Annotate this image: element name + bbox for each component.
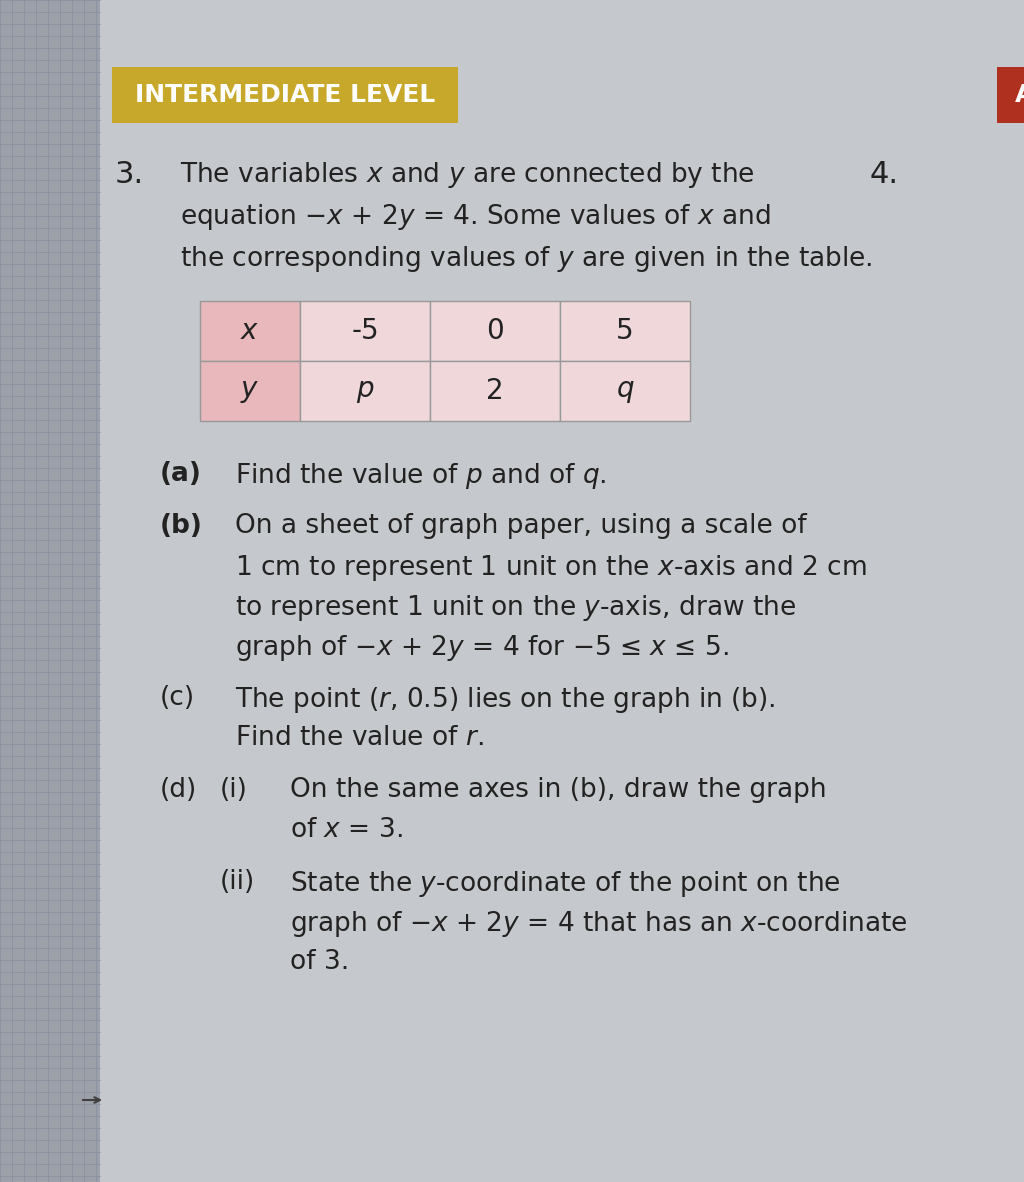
Text: $x$: $x$ [241, 317, 260, 345]
Text: On the same axes in (b), draw the graph: On the same axes in (b), draw the graph [290, 777, 826, 803]
Text: graph of −$x$ + 2$y$ = 4 that has an $x$-coordinate: graph of −$x$ + 2$y$ = 4 that has an $x$… [290, 909, 907, 939]
Text: Find the value of $p$ and of $q$.: Find the value of $p$ and of $q$. [234, 461, 606, 491]
Text: to represent 1 unit on the $y$-axis, draw the: to represent 1 unit on the $y$-axis, dra… [234, 593, 796, 623]
FancyBboxPatch shape [430, 301, 560, 361]
Text: 5: 5 [616, 317, 634, 345]
Text: equation −$x$ + 2$y$ = 4. Some values of $x$ and: equation −$x$ + 2$y$ = 4. Some values of… [180, 202, 770, 232]
FancyBboxPatch shape [997, 67, 1024, 123]
FancyBboxPatch shape [112, 67, 458, 123]
Text: (c): (c) [160, 686, 196, 712]
Text: ADV: ADV [1015, 83, 1024, 108]
Text: (ii): (ii) [220, 869, 255, 895]
Text: (b): (b) [160, 513, 203, 539]
Text: The point ($r$, 0.5) lies on the graph in (b).: The point ($r$, 0.5) lies on the graph i… [234, 686, 775, 715]
Text: 0: 0 [486, 317, 504, 345]
Text: The variables $x$ and $y$ are connected by the: The variables $x$ and $y$ are connected … [180, 160, 755, 190]
Text: (d): (d) [160, 777, 198, 803]
Text: (i): (i) [220, 777, 248, 803]
FancyBboxPatch shape [300, 361, 430, 421]
Text: 3.: 3. [115, 160, 144, 189]
Text: 4.: 4. [870, 160, 899, 189]
Text: 1 cm to represent 1 unit on the $x$-axis and 2 cm: 1 cm to represent 1 unit on the $x$-axis… [234, 553, 867, 583]
Text: the corresponding values of $y$ are given in the table.: the corresponding values of $y$ are give… [180, 243, 872, 274]
FancyBboxPatch shape [560, 361, 690, 421]
Text: of 3.: of 3. [290, 949, 349, 975]
Text: -5: -5 [351, 317, 379, 345]
Text: of $x$ = 3.: of $x$ = 3. [290, 817, 402, 843]
Text: State the $y$-coordinate of the point on the: State the $y$-coordinate of the point on… [290, 869, 841, 900]
Text: $y$: $y$ [241, 377, 260, 405]
Text: Find the value of $r$.: Find the value of $r$. [234, 725, 483, 751]
Text: $q$: $q$ [615, 377, 634, 405]
Text: $p$: $p$ [355, 377, 374, 405]
Text: (a): (a) [160, 461, 202, 487]
Text: INTERMEDIATE LEVEL: INTERMEDIATE LEVEL [135, 83, 435, 108]
Text: On a sheet of graph paper, using a scale of: On a sheet of graph paper, using a scale… [234, 513, 807, 539]
FancyBboxPatch shape [560, 301, 690, 361]
FancyBboxPatch shape [430, 361, 560, 421]
FancyBboxPatch shape [200, 361, 300, 421]
FancyBboxPatch shape [200, 301, 300, 361]
Text: 2: 2 [486, 377, 504, 405]
Text: graph of −$x$ + 2$y$ = 4 for −5 ≤ $x$ ≤ 5.: graph of −$x$ + 2$y$ = 4 for −5 ≤ $x$ ≤ … [234, 634, 729, 663]
FancyBboxPatch shape [0, 0, 100, 1182]
FancyBboxPatch shape [300, 301, 430, 361]
